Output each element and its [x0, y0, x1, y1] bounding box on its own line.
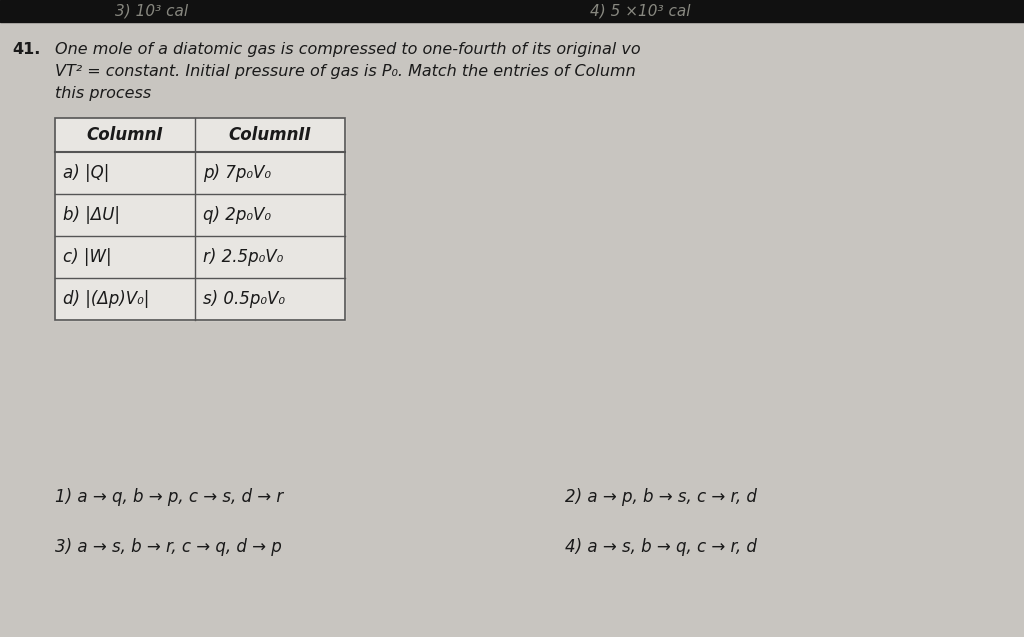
- Bar: [55, 118, 345, 320]
- Text: b) |ΔU|: b) |ΔU|: [63, 206, 120, 224]
- Text: ColumnII: ColumnII: [228, 126, 311, 144]
- Text: r) 2.5p₀V₀: r) 2.5p₀V₀: [203, 248, 284, 266]
- Text: ColumnI: ColumnI: [87, 126, 163, 144]
- Text: s) 0.5p₀V₀: s) 0.5p₀V₀: [203, 290, 285, 308]
- Bar: [55, 118, 345, 320]
- Text: a) |Q|: a) |Q|: [63, 164, 110, 182]
- Text: p) 7p₀V₀: p) 7p₀V₀: [203, 164, 271, 182]
- Text: q) 2p₀V₀: q) 2p₀V₀: [203, 206, 271, 224]
- Text: 3) 10³ cal: 3) 10³ cal: [115, 3, 188, 18]
- Text: One mole of a diatomic gas is compressed to one-fourth of its original vo: One mole of a diatomic gas is compressed…: [55, 42, 641, 57]
- Text: this process: this process: [55, 86, 152, 101]
- Text: 3) a → s, b → r, c → q, d → p: 3) a → s, b → r, c → q, d → p: [55, 538, 282, 556]
- Text: 4) 5 ×10³ cal: 4) 5 ×10³ cal: [590, 3, 690, 18]
- Text: 2) a → p, b → s, c → r, d: 2) a → p, b → s, c → r, d: [565, 488, 757, 506]
- Text: d) |(Δp)V₀|: d) |(Δp)V₀|: [63, 290, 150, 308]
- Text: 1) a → q, b → p, c → s, d → r: 1) a → q, b → p, c → s, d → r: [55, 488, 284, 506]
- Text: 41.: 41.: [12, 42, 40, 57]
- Text: VT² = constant. Initial pressure of gas is P₀. Match the entries of Column: VT² = constant. Initial pressure of gas …: [55, 64, 636, 79]
- Bar: [0, 0, 1024, 22]
- Text: 4) a → s, b → q, c → r, d: 4) a → s, b → q, c → r, d: [565, 538, 757, 556]
- Text: c) |W|: c) |W|: [63, 248, 112, 266]
